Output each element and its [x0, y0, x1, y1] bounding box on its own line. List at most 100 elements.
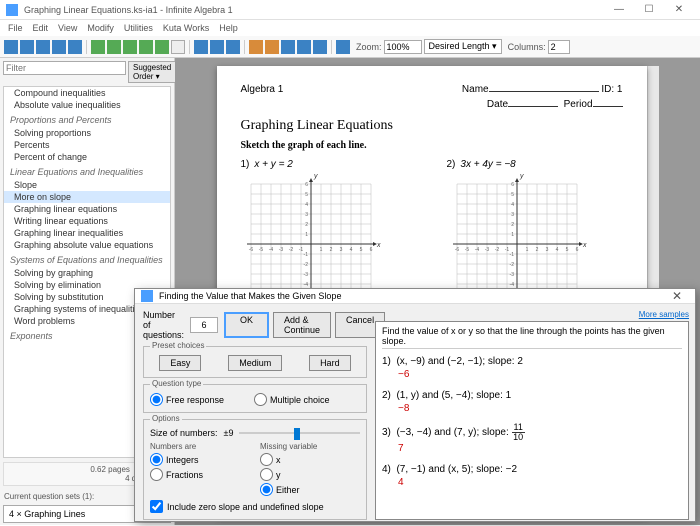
monitor-icon[interactable] [297, 40, 311, 54]
preview-question: 1) (x, −9) and (−2, −1); slope: 2−6 [382, 355, 682, 381]
close-button[interactable]: ✕ [664, 1, 694, 19]
topic-item[interactable]: Percent of change [4, 151, 170, 163]
hard-button[interactable]: Hard [309, 355, 351, 371]
fractions-radio[interactable]: Fractions [150, 468, 250, 481]
suggested-order-dropdown[interactable]: Suggested Order ▾ [128, 61, 176, 83]
svg-text:2: 2 [305, 222, 308, 228]
svg-text:-2: -2 [288, 247, 293, 253]
free-response-radio[interactable]: Free response [150, 393, 224, 406]
topic-item[interactable]: Graphing linear inequalities [4, 227, 170, 239]
svg-text:-1: -1 [303, 252, 308, 258]
page-icon[interactable] [210, 40, 224, 54]
help-icon[interactable] [336, 40, 350, 54]
cut-icon[interactable] [123, 40, 137, 54]
menu-edit[interactable]: Edit [29, 22, 53, 34]
svg-text:-3: -3 [278, 247, 283, 253]
svg-text:1: 1 [319, 247, 322, 253]
include-zero-checkbox[interactable]: Include zero slope and undefined slope [150, 500, 360, 513]
app-icon [6, 4, 18, 16]
topic-item[interactable]: Absolute value inequalities [4, 99, 170, 111]
svg-text:4: 4 [349, 247, 352, 253]
filter-input[interactable] [3, 61, 126, 75]
svg-text:5: 5 [511, 192, 514, 198]
window-title: Graphing Linear Equations.ks-ia1 - Infin… [24, 5, 604, 15]
easy-button[interactable]: Easy [159, 355, 201, 371]
instruction: Sketch the graph of each line. [241, 140, 623, 151]
svg-text:-2: -2 [509, 262, 514, 268]
svg-text:4: 4 [555, 247, 558, 253]
svg-text:-5: -5 [464, 247, 469, 253]
p2-eq: 3x + 4y = −8 [460, 159, 515, 170]
svg-text:-2: -2 [494, 247, 499, 253]
preview-box: Find the value of x or y so that the lin… [375, 321, 689, 520]
undo-icon[interactable] [91, 40, 105, 54]
zoom-input[interactable] [384, 40, 422, 54]
menu-kuta-works[interactable]: Kuta Works [159, 22, 213, 34]
topic-item[interactable]: Graphing linear equations [4, 203, 170, 215]
maximize-button[interactable]: ☐ [634, 1, 664, 19]
topic-item[interactable]: Solving proportions [4, 127, 170, 139]
columns-input[interactable] [548, 40, 570, 54]
svg-text:6: 6 [511, 182, 514, 188]
svg-text:x: x [376, 242, 381, 249]
svg-text:-6: -6 [454, 247, 459, 253]
copy-icon[interactable] [139, 40, 153, 54]
add-continue-button[interactable]: Add & Continue [273, 312, 331, 338]
page2-icon[interactable] [226, 40, 240, 54]
options-fieldset: Options Size of numbers: ±9 Numbers are … [143, 419, 367, 520]
menu-file[interactable]: File [4, 22, 27, 34]
topic-item[interactable]: Solving by graphing [4, 267, 170, 279]
text-icon[interactable] [265, 40, 279, 54]
minimize-button[interactable]: — [604, 1, 634, 19]
mv-either-radio[interactable]: Either [260, 483, 360, 496]
mv-x-radio[interactable]: x [260, 453, 360, 466]
print-icon[interactable] [68, 40, 82, 54]
topic-item[interactable]: Slope [4, 179, 170, 191]
paste-icon[interactable] [155, 40, 169, 54]
eye-icon[interactable] [194, 40, 208, 54]
white-icon[interactable] [171, 40, 185, 54]
menu-help[interactable]: Help [215, 22, 242, 34]
menu-view[interactable]: View [54, 22, 81, 34]
svg-text:-2: -2 [303, 262, 308, 268]
numq-input[interactable] [190, 317, 218, 333]
svg-text:5: 5 [305, 192, 308, 198]
preview-prompt: Find the value of x or y so that the lin… [382, 326, 682, 349]
zoom-icon[interactable] [313, 40, 327, 54]
numq-label: Number of questions: [143, 310, 184, 340]
open-icon[interactable] [20, 40, 34, 54]
menu-modify[interactable]: Modify [83, 22, 118, 34]
svg-text:5: 5 [565, 247, 568, 253]
new-icon[interactable] [4, 40, 18, 54]
save-icon[interactable] [36, 40, 50, 54]
graph-icon[interactable] [281, 40, 295, 54]
svg-text:y: y [313, 174, 318, 180]
mv-y-radio[interactable]: y [260, 468, 360, 481]
medium-button[interactable]: Medium [228, 355, 282, 371]
link-icon[interactable] [249, 40, 263, 54]
topic-item[interactable]: Writing linear equations [4, 215, 170, 227]
svg-text:3: 3 [305, 212, 308, 218]
svg-text:3: 3 [545, 247, 548, 253]
integers-radio[interactable]: Integers [150, 453, 250, 466]
stats-pages: 0.62 pages [90, 465, 130, 474]
ok-button[interactable]: OK [224, 312, 269, 338]
titlebar: Graphing Linear Equations.ks-ia1 - Infin… [0, 0, 700, 20]
saveall-icon[interactable] [52, 40, 66, 54]
name-label: Name [462, 84, 489, 95]
length-dropdown[interactable]: Desired Length ▾ [424, 39, 502, 54]
preview-question: 2) (1, y) and (5, −4); slope: 1−8 [382, 389, 682, 415]
topic-item[interactable]: Compound inequalities [4, 87, 170, 99]
doc-title: Graphing Linear Equations [241, 118, 623, 134]
menu-utilities[interactable]: Utilities [120, 22, 157, 34]
topic-item[interactable]: More on slope [4, 191, 170, 203]
topic-item[interactable]: Percents [4, 139, 170, 151]
columns-label: Columns: [508, 42, 546, 52]
redo-icon[interactable] [107, 40, 121, 54]
size-slider[interactable] [239, 428, 360, 438]
more-samples-link[interactable]: More samples [375, 310, 689, 319]
dialog-close-button[interactable]: ✕ [665, 289, 689, 303]
topic-item[interactable]: Graphing absolute value equations [4, 239, 170, 251]
dialog-icon [141, 290, 153, 302]
multiple-choice-radio[interactable]: Multiple choice [254, 393, 330, 406]
